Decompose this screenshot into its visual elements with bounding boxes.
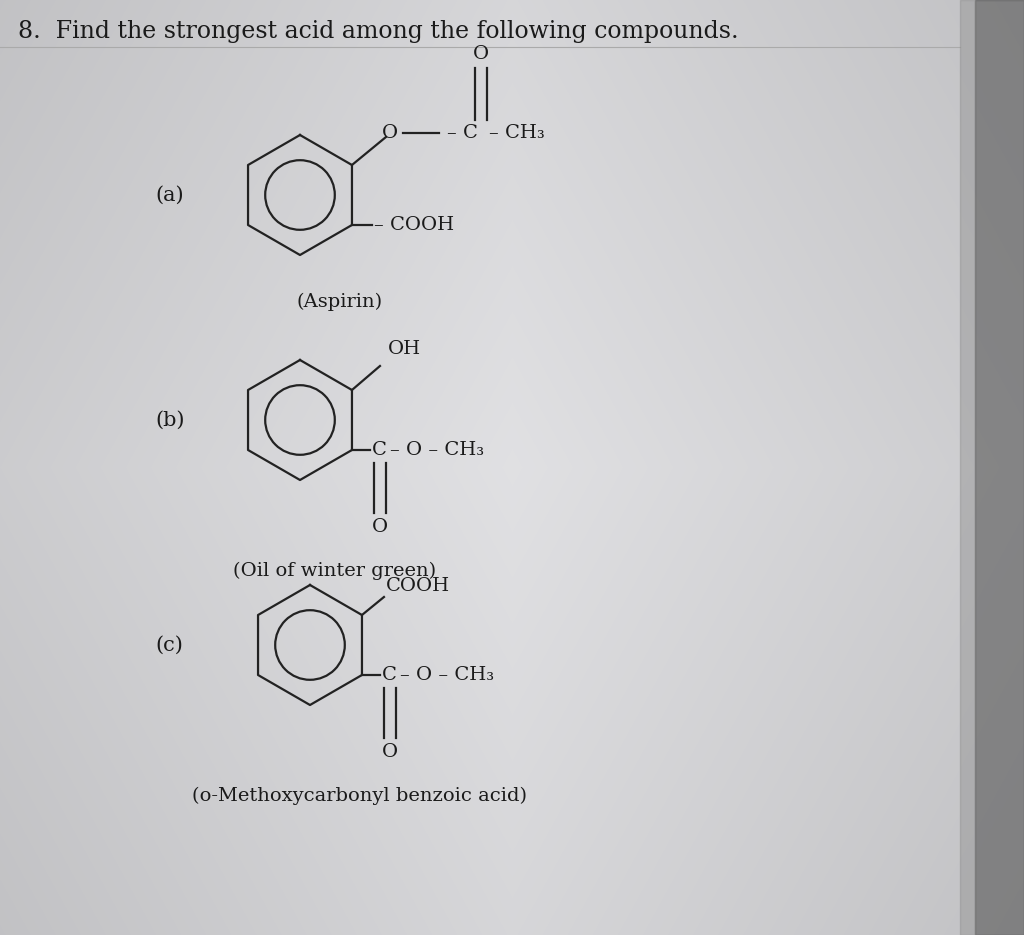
Text: O: O	[473, 45, 489, 63]
Text: (Oil of winter green): (Oil of winter green)	[233, 562, 436, 581]
Text: – O – CH₃: – O – CH₃	[390, 441, 484, 459]
Text: (Aspirin): (Aspirin)	[297, 293, 383, 311]
Text: O: O	[382, 743, 398, 761]
Text: (c): (c)	[155, 636, 183, 654]
Text: C: C	[372, 441, 387, 459]
Text: – C: – C	[446, 124, 478, 142]
Text: C: C	[382, 666, 397, 684]
Text: O: O	[382, 124, 398, 142]
Text: 8.  Find the strongest acid among the following compounds.: 8. Find the strongest acid among the fol…	[18, 20, 738, 43]
Text: OH: OH	[388, 340, 421, 358]
Text: COOH: COOH	[386, 577, 451, 595]
Text: (b): (b)	[155, 410, 184, 429]
Text: – COOH: – COOH	[374, 216, 454, 234]
Text: – O – CH₃: – O – CH₃	[400, 666, 495, 684]
Text: (o-Methoxycarbonyl benzoic acid): (o-Methoxycarbonyl benzoic acid)	[193, 787, 527, 805]
Text: (a): (a)	[155, 185, 183, 205]
Text: – CH₃: – CH₃	[489, 124, 545, 142]
Text: O: O	[372, 518, 388, 536]
